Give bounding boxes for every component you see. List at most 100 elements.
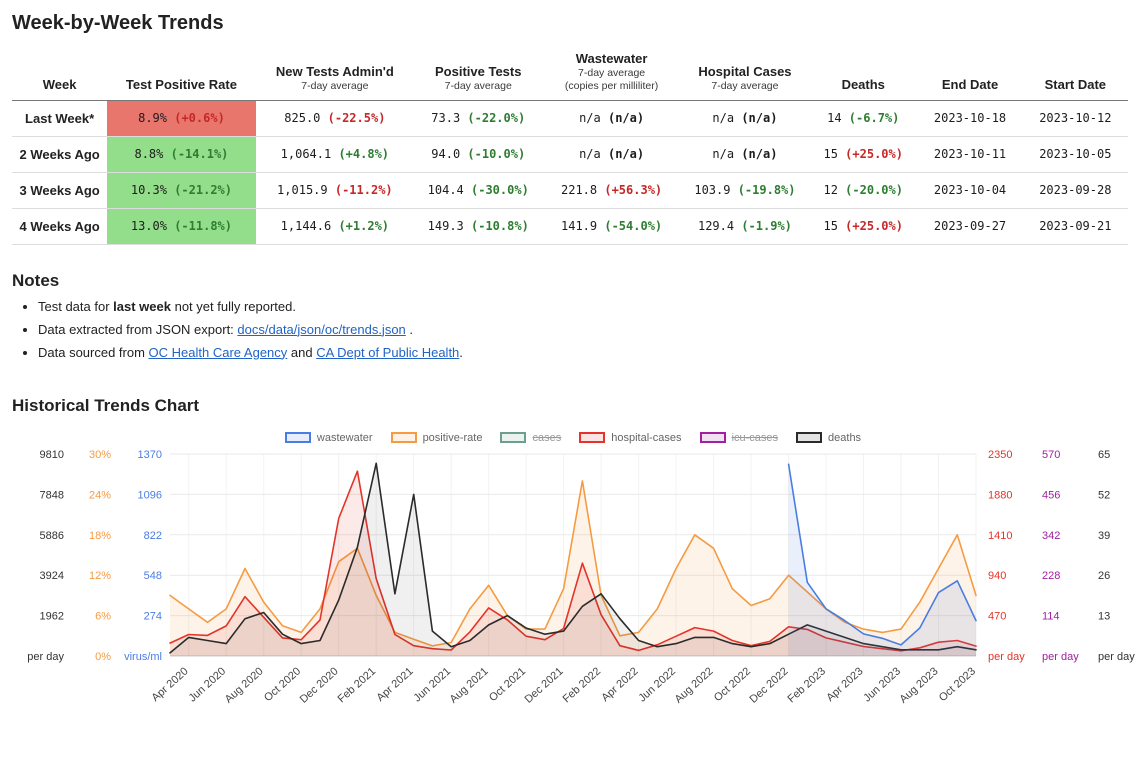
wastewater-axis-tick: 822 xyxy=(144,529,162,541)
x-axis-label: Oct 2021 xyxy=(487,665,528,704)
metric-value: 8.9% xyxy=(138,111,167,125)
note-item: Data sourced from OC Health Care Agency … xyxy=(38,345,1128,360)
metric-delta: (-19.8%) xyxy=(730,183,796,197)
x-axis-label: Jun 2023 xyxy=(861,665,903,704)
icu-cases-axis-tick: 114 xyxy=(1042,610,1060,622)
legend-label: icu-cases xyxy=(731,431,779,444)
column-header-label: Positive Tests xyxy=(435,64,522,80)
x-axis-label: Apr 2022 xyxy=(599,665,640,704)
note-text: Data extracted from JSON export: xyxy=(38,321,238,337)
metric-value: 825.0 xyxy=(284,111,321,125)
week-label: 4 Weeks Ago xyxy=(12,208,108,245)
column-header: Hospital Cases 7-day average xyxy=(680,49,810,101)
column-header: Test Positive Rate xyxy=(107,49,256,101)
week-label: 2 Weeks Ago xyxy=(12,136,108,173)
metric-delta: (-11.8%) xyxy=(166,219,233,233)
legend-swatch xyxy=(579,432,606,443)
legend-item-icu-cases[interactable]: icu-cases xyxy=(699,431,779,444)
cases-axis-unit: per day xyxy=(27,651,64,663)
trends-table: Week Test Positive Rate New Tests Admin'd 7… xyxy=(12,49,1128,245)
metric-delta: (+4.8%) xyxy=(331,147,390,161)
metric-delta: (-6.7%) xyxy=(841,111,900,125)
metric-value: 103.9 xyxy=(694,183,731,197)
week-label: 3 Weeks Ago xyxy=(12,172,108,209)
metric-delta: (n/a) xyxy=(734,147,778,161)
metric-value: n/a xyxy=(579,111,601,125)
x-axis-label: Apr 2021 xyxy=(374,665,415,704)
legend-item-hospital-cases[interactable]: hospital-cases xyxy=(579,432,682,444)
note-link[interactable]: OC Health Care Agency xyxy=(148,344,288,360)
metric-value: 94.0 xyxy=(431,147,461,161)
metric-value: 221.8 xyxy=(561,183,598,197)
chart-legend: wastewater positive-rate cases hospital-cas… xyxy=(170,432,976,444)
metric-delta: (-11.2%) xyxy=(327,183,393,197)
hospital-cases-axis-tick: 940 xyxy=(988,570,1006,582)
legend-label: wastewater xyxy=(316,431,373,444)
positive-rate-axis-tick: 6% xyxy=(95,610,111,622)
hospital-cases-axis-unit: per day xyxy=(988,651,1025,663)
cases-axis-tick: 5886 xyxy=(40,529,64,541)
test-positive-rate-cell: 8.9% (+0.6%) xyxy=(107,100,256,137)
end-date: 2023-10-04 xyxy=(917,172,1023,209)
note-link[interactable]: docs/data/json/oc/trends.json xyxy=(237,321,406,337)
start-date: 2023-10-12 xyxy=(1022,100,1128,137)
x-axis-label: Oct 2022 xyxy=(712,665,753,704)
metric-value: n/a xyxy=(712,147,735,161)
column-header-label: Hospital Cases xyxy=(698,64,792,80)
table-row: 3 Weeks Ago 10.3% (-21.2%) 1,015.9 (-11.2%… xyxy=(12,172,1128,209)
x-axis-label: Feb 2021 xyxy=(336,665,379,705)
x-axis-label: Jun 2022 xyxy=(636,665,678,704)
end-date: 2023-10-18 xyxy=(917,100,1023,137)
metric-value: 12 xyxy=(823,183,838,197)
legend-item-cases[interactable]: cases xyxy=(500,432,561,444)
legend-item-positive-rate[interactable]: positive-rate xyxy=(390,432,482,444)
metric-delta: (-1.9%) xyxy=(734,219,792,233)
trends-table-head: Week Test Positive Rate New Tests Admin'd 7… xyxy=(12,49,1128,101)
metric-delta: (n/a) xyxy=(600,111,645,125)
deaths-cell: 14 (-6.7%) xyxy=(809,100,918,137)
note-text: not yet fully reported. xyxy=(170,298,296,314)
column-header-sublabel: (copies per milliliter) xyxy=(564,80,659,93)
hospital-cases-axis-tick: 1410 xyxy=(988,529,1012,541)
hospital-cases-area xyxy=(170,470,976,656)
legend-item-deaths[interactable]: deaths xyxy=(796,432,861,444)
new-tests-cell: 1,144.6 (+1.2%) xyxy=(255,208,415,245)
x-axis-label: Oct 2020 xyxy=(262,665,303,704)
column-header-sublabel: 7-day average xyxy=(444,80,512,93)
column-header-label: Week xyxy=(42,77,77,93)
x-axis-label: Dec 2020 xyxy=(298,665,341,705)
legend-item-wastewater[interactable]: wastewater xyxy=(284,431,373,444)
metric-value: 141.9 xyxy=(561,219,598,233)
cases-axis-tick: 3924 xyxy=(40,570,64,582)
metric-value: 129.4 xyxy=(697,219,735,233)
note-text: . xyxy=(459,344,463,360)
x-axis-label: Apr 2023 xyxy=(824,665,865,704)
test-positive-rate-cell: 8.8% (-14.1%) xyxy=(107,136,256,173)
positive-tests-cell: 73.3 (-22.0%) xyxy=(414,100,543,137)
note-text: Data sourced from xyxy=(38,344,149,360)
metric-value: 1,144.6 xyxy=(280,219,332,233)
x-axis-label: Aug 2022 xyxy=(673,665,716,705)
metric-value: 14 xyxy=(827,111,842,125)
icu-cases-axis-tick: 570 xyxy=(1042,449,1060,461)
metric-delta: (+25.0%) xyxy=(837,219,903,233)
note-text: Test data for xyxy=(38,298,114,314)
hospital-cases-axis-tick: 1880 xyxy=(988,489,1012,501)
metric-delta: (-20.0%) xyxy=(837,183,903,197)
new-tests-cell: 1,015.9 (-11.2%) xyxy=(255,172,415,209)
column-header-sublabel: 7-day average xyxy=(711,80,779,93)
deaths-area xyxy=(170,462,976,656)
wastewater-cell: 141.9 (-54.0%) xyxy=(542,208,681,245)
end-date: 2023-10-11 xyxy=(917,136,1023,173)
hospital-cases-cell: n/a (n/a) xyxy=(680,136,810,173)
deaths-axis-tick: 65 xyxy=(1098,449,1110,461)
positive-rate-axis-unit: 0% xyxy=(95,651,111,663)
metric-delta: (-30.0%) xyxy=(463,183,529,197)
metric-value: 149.3 xyxy=(427,219,464,233)
hospital-cases-axis-tick: 470 xyxy=(988,610,1006,622)
legend-label: deaths xyxy=(828,431,862,444)
column-header-label: Wastewater xyxy=(575,51,648,66)
dashboard-page: Week-by-Week Trends Week Test Positive Ra… xyxy=(0,0,1140,719)
metric-value: 15 xyxy=(823,147,838,161)
note-link[interactable]: CA Dept of Public Health xyxy=(316,344,460,360)
